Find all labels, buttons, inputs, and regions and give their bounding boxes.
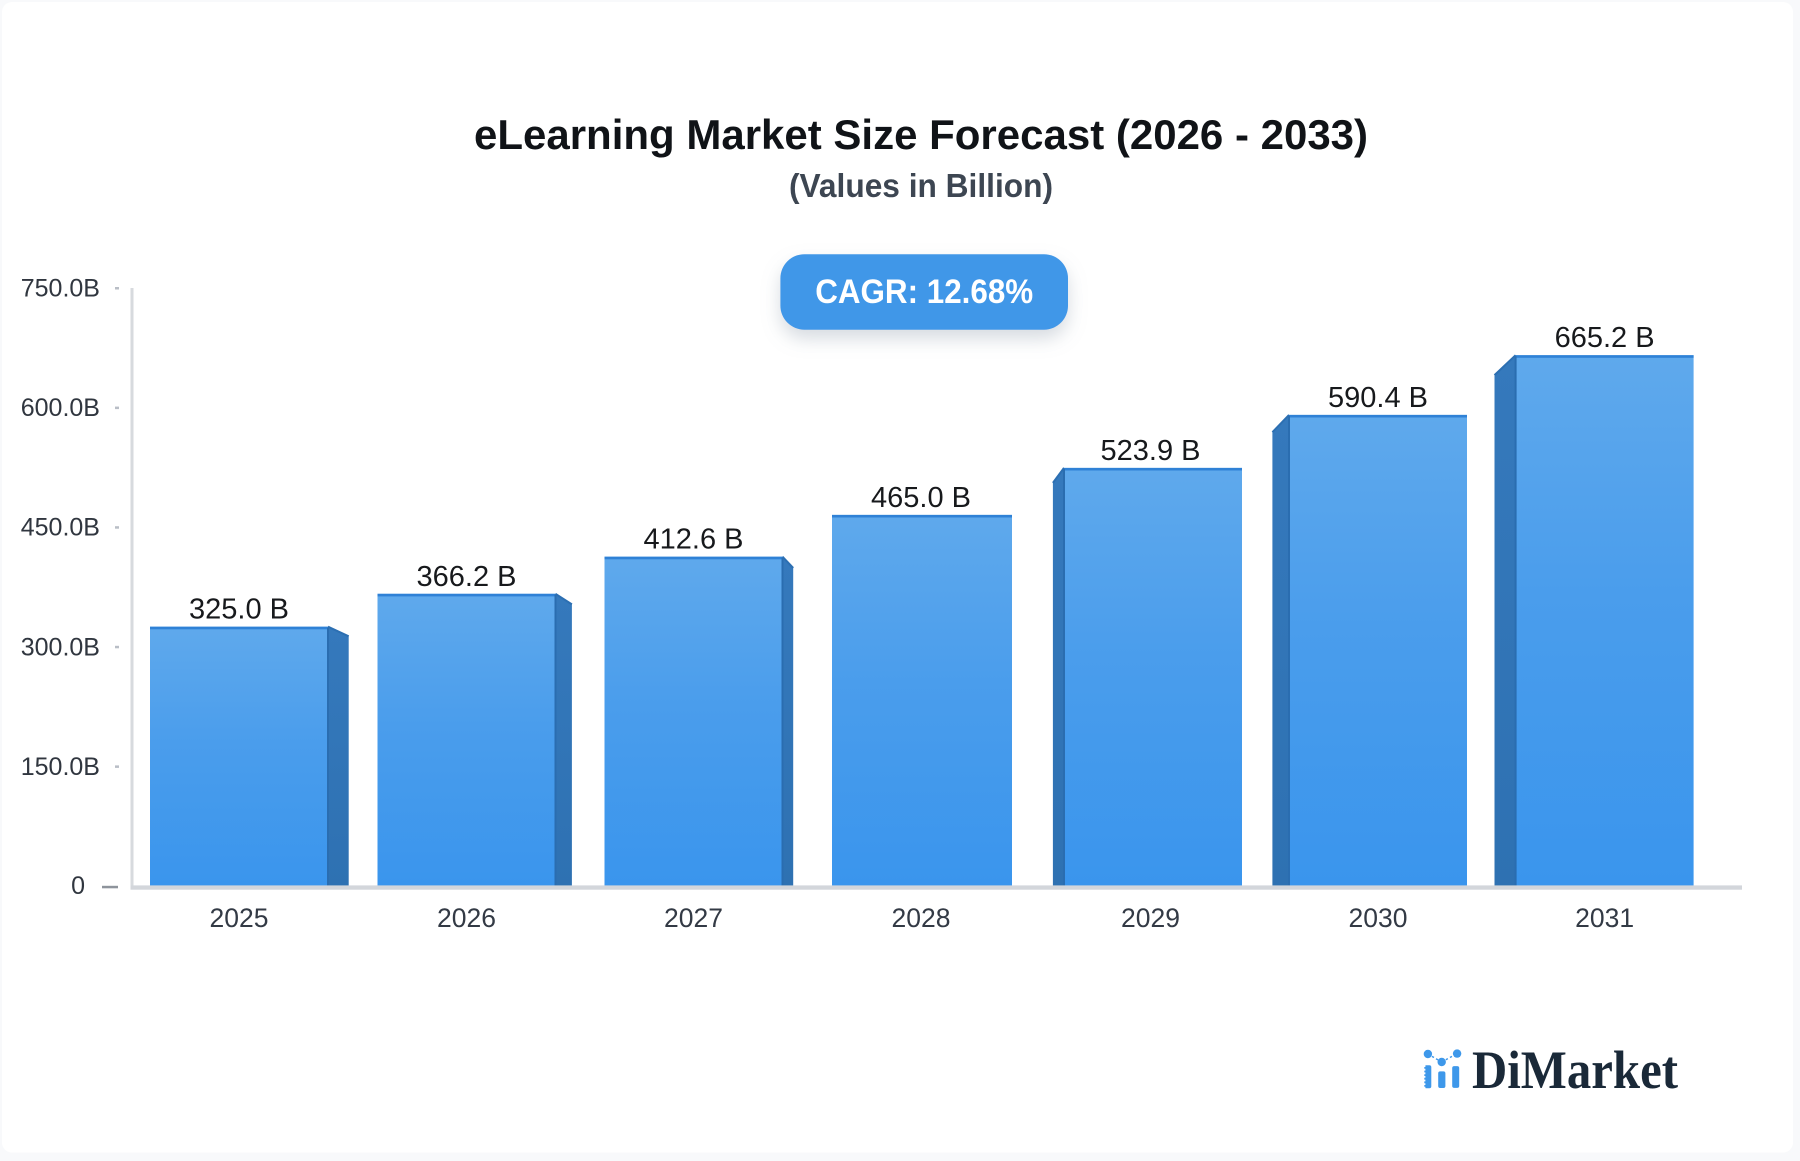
svg-text:0: 0 (71, 872, 85, 900)
svg-text:523.9 B: 523.9 B (1101, 435, 1201, 467)
svg-text:300.0B: 300.0B (21, 633, 100, 661)
svg-text:2027: 2027 (664, 903, 723, 933)
svg-text:750.0B: 750.0B (21, 275, 100, 303)
svg-text:665.2 B: 665.2 B (1555, 322, 1655, 354)
svg-text:2031: 2031 (1575, 903, 1634, 933)
svg-text:465.0 B: 465.0 B (871, 482, 971, 514)
svg-text:2029: 2029 (1121, 903, 1180, 933)
svg-text:2030: 2030 (1349, 903, 1408, 933)
svg-text:2028: 2028 (892, 903, 951, 933)
svg-text:150.0B: 150.0B (21, 753, 100, 781)
svg-text:2025: 2025 (210, 903, 269, 933)
svg-text:2026: 2026 (437, 903, 496, 933)
svg-text:(Values in Billion): (Values in Billion) (789, 167, 1053, 204)
svg-text:CAGR: 12.68%: CAGR: 12.68% (815, 273, 1033, 311)
svg-text:366.2 B: 366.2 B (417, 561, 517, 593)
svg-text:eLearning Market Size Forecast: eLearning Market Size Forecast (2026 - 2… (474, 111, 1368, 158)
svg-text:DiMarket: DiMarket (1472, 1040, 1678, 1100)
svg-text:412.6 B: 412.6 B (644, 524, 744, 556)
svg-text:600.0B: 600.0B (21, 394, 100, 422)
svg-text:590.4 B: 590.4 B (1328, 382, 1428, 414)
svg-text:450.0B: 450.0B (21, 514, 100, 542)
svg-text:325.0 B: 325.0 B (189, 594, 289, 626)
